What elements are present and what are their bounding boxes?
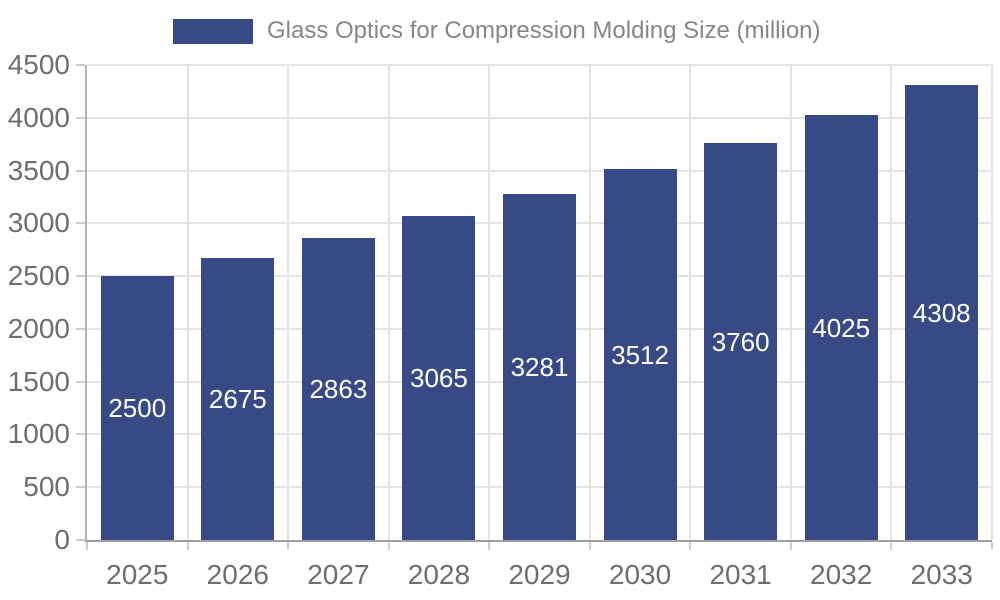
y-tick-label: 0 [54, 524, 70, 555]
bar-value-label: 3512 [611, 339, 669, 370]
y-tick-label: 2000 [7, 312, 70, 344]
x-axis-tick [387, 542, 390, 550]
x-tick-label: 2028 [407, 559, 471, 590]
legend-swatch-icon [173, 18, 253, 44]
bar [201, 257, 275, 540]
x-axis-line [85, 540, 992, 542]
bar [503, 193, 576, 540]
x-axis-tick [588, 542, 591, 550]
bar-value-label: 3760 [711, 326, 770, 357]
legend[interactable]: Glass Optics for Compression Molding Siz… [173, 15, 821, 47]
x-tick-label: 2030 [608, 559, 672, 590]
bar-value-label: 3281 [510, 351, 569, 382]
x-axis-tick [488, 542, 491, 550]
y-tick-label: 3000 [7, 207, 70, 239]
y-axis-tick [76, 486, 85, 489]
x-axis-tick [890, 542, 893, 550]
bar-value-label: 2500 [108, 393, 167, 424]
y-gridline [87, 169, 992, 172]
plot-area: 0 500 1000 1500 2000 2500 3000 3500 4000 4500 2500… [8, 50, 993, 590]
x-axis-tick [186, 542, 189, 550]
bar [804, 115, 878, 540]
y-axis-tick [76, 380, 85, 383]
y-axis-tick [76, 433, 85, 436]
x-gridline [488, 65, 491, 540]
x-gridline [588, 65, 591, 540]
y-gridline [87, 64, 992, 66]
y-tick-label: 1000 [7, 418, 70, 450]
x-tick-label: 2032 [810, 559, 873, 590]
x-axis-tick [287, 542, 290, 550]
y-axis-tick [76, 64, 85, 66]
bar-value-label: 2675 [208, 383, 267, 414]
legend-label: Glass Optics for Compression Molding Siz… [267, 17, 821, 44]
y-tick-label: 500 [23, 471, 70, 503]
y-tick-label: 2500 [7, 260, 70, 292]
y-axis-tick [76, 539, 85, 541]
y-axis-tick [76, 327, 85, 330]
y-axis-tick [76, 116, 85, 119]
x-axis-tick [689, 542, 692, 550]
x-axis-tick [789, 542, 792, 550]
x-tick-label: 2025 [106, 559, 169, 590]
bar-value-label: 2863 [309, 373, 368, 404]
bar [603, 169, 677, 540]
bar [100, 276, 174, 540]
bar-value-label: 4308 [912, 297, 971, 328]
x-gridline [689, 65, 692, 540]
x-axis-tick [86, 542, 88, 550]
y-tick-label: 4500 [7, 49, 70, 80]
x-axis-tick [991, 542, 993, 550]
bar [301, 237, 375, 540]
x-gridline [387, 65, 390, 540]
bar [704, 143, 778, 540]
x-tick-label: 2027 [307, 559, 370, 590]
y-axis-tick [76, 275, 85, 278]
y-tick-label: 4000 [7, 101, 70, 133]
x-tick-label: 2031 [709, 559, 772, 590]
y-axis-tick [76, 169, 85, 172]
bar-value-label: 4025 [812, 312, 871, 343]
x-gridline [789, 65, 792, 540]
x-gridline [186, 65, 189, 540]
x-gridline [287, 65, 290, 540]
x-gridline [991, 65, 993, 540]
x-tick-label: 2033 [910, 559, 973, 590]
bar-value-label: 3065 [410, 363, 468, 394]
y-tick-label: 3500 [7, 154, 70, 186]
x-tick-label: 2029 [508, 559, 571, 590]
bar [402, 216, 476, 540]
bar [905, 85, 979, 540]
y-axis-line [85, 65, 87, 540]
y-tick-label: 1500 [7, 365, 70, 397]
x-tick-label: 2026 [206, 559, 269, 590]
x-gridline [890, 65, 893, 540]
y-axis-tick [76, 222, 85, 225]
y-gridline [87, 116, 992, 119]
